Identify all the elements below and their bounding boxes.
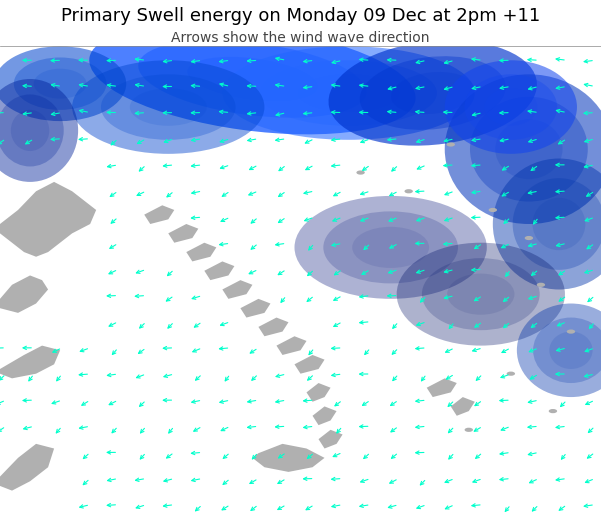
Ellipse shape [404, 189, 413, 193]
Ellipse shape [495, 119, 563, 179]
Polygon shape [451, 397, 475, 416]
Ellipse shape [72, 60, 264, 154]
Ellipse shape [0, 46, 126, 121]
Ellipse shape [484, 88, 537, 126]
Ellipse shape [549, 409, 557, 413]
Ellipse shape [14, 58, 106, 110]
Polygon shape [240, 299, 270, 318]
Ellipse shape [34, 69, 87, 99]
Ellipse shape [222, 46, 475, 140]
Polygon shape [294, 355, 325, 374]
Ellipse shape [391, 72, 474, 114]
Ellipse shape [187, 57, 318, 101]
Ellipse shape [101, 75, 236, 140]
Ellipse shape [130, 88, 207, 126]
Ellipse shape [465, 428, 473, 432]
Ellipse shape [447, 273, 514, 315]
Ellipse shape [0, 95, 64, 167]
Ellipse shape [517, 303, 601, 397]
Ellipse shape [537, 283, 545, 287]
Polygon shape [144, 205, 174, 224]
Ellipse shape [532, 198, 585, 250]
Ellipse shape [294, 196, 487, 299]
Ellipse shape [323, 211, 458, 283]
Ellipse shape [525, 236, 533, 240]
Ellipse shape [356, 171, 365, 175]
Ellipse shape [397, 243, 565, 345]
Polygon shape [276, 336, 307, 355]
Polygon shape [0, 182, 96, 256]
Ellipse shape [549, 332, 593, 369]
Ellipse shape [11, 110, 49, 151]
Polygon shape [252, 444, 325, 472]
Ellipse shape [507, 372, 515, 376]
Polygon shape [204, 262, 234, 280]
Ellipse shape [0, 79, 78, 182]
Polygon shape [0, 276, 48, 313]
Ellipse shape [533, 318, 601, 383]
Ellipse shape [138, 40, 367, 118]
Ellipse shape [352, 227, 429, 268]
Ellipse shape [447, 142, 455, 146]
Ellipse shape [90, 24, 415, 134]
Ellipse shape [567, 329, 575, 334]
Polygon shape [186, 243, 216, 262]
Ellipse shape [260, 60, 437, 126]
Polygon shape [222, 280, 252, 299]
Ellipse shape [298, 75, 399, 112]
Ellipse shape [489, 208, 497, 212]
Polygon shape [313, 407, 337, 425]
Polygon shape [258, 318, 288, 336]
Polygon shape [0, 345, 60, 378]
Ellipse shape [470, 97, 588, 201]
Text: Arrows show the wind wave direction: Arrows show the wind wave direction [171, 31, 430, 45]
Polygon shape [168, 224, 198, 243]
Ellipse shape [360, 56, 505, 130]
Polygon shape [319, 430, 343, 449]
Ellipse shape [445, 75, 601, 224]
Ellipse shape [329, 41, 537, 145]
Polygon shape [0, 444, 54, 490]
Ellipse shape [493, 158, 601, 289]
Ellipse shape [445, 60, 577, 154]
Polygon shape [307, 383, 331, 402]
Polygon shape [427, 378, 457, 397]
Text: Primary Swell energy on Monday 09 Dec at 2pm +11: Primary Swell energy on Monday 09 Dec at… [61, 7, 540, 25]
Ellipse shape [465, 75, 557, 140]
Ellipse shape [422, 258, 540, 330]
Ellipse shape [513, 178, 601, 270]
